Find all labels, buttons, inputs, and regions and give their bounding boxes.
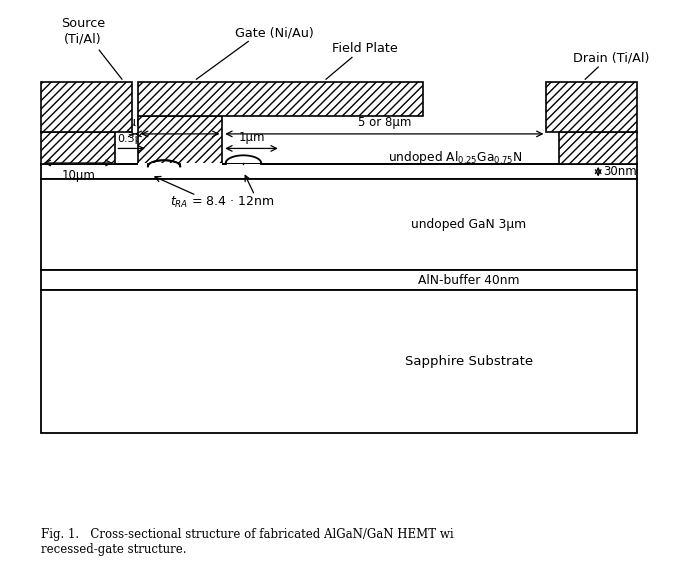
Text: Gate (Ni/Au): Gate (Ni/Au) bbox=[235, 26, 313, 39]
Text: $t_{RA}$ = 8.4 · 12nm: $t_{RA}$ = 8.4 · 12nm bbox=[170, 195, 275, 210]
Text: undoped GaN 3μm: undoped GaN 3μm bbox=[411, 219, 526, 232]
Bar bbox=[138, 116, 222, 164]
Text: Fig. 1.   Cross-sectional structure of fabricated AlGaN/GaN HEMT wi
recessed-gat: Fig. 1. Cross-sectional structure of fab… bbox=[41, 528, 454, 556]
Text: 10μm: 10μm bbox=[61, 169, 95, 182]
Bar bbox=[148, 164, 180, 176]
Text: 1μm: 1μm bbox=[121, 116, 148, 129]
Bar bbox=[138, 163, 222, 165]
Bar bbox=[41, 81, 132, 133]
Text: 1μm: 1μm bbox=[238, 130, 265, 144]
Bar bbox=[148, 164, 180, 176]
Bar bbox=[41, 179, 637, 270]
Text: 5 or 8μm: 5 or 8μm bbox=[358, 116, 411, 129]
Bar bbox=[41, 270, 637, 290]
Bar bbox=[138, 81, 423, 116]
Text: Sapphire Substrate: Sapphire Substrate bbox=[405, 355, 533, 368]
Text: 30nm: 30nm bbox=[603, 165, 637, 178]
Bar bbox=[41, 290, 637, 433]
Text: 0.3μm: 0.3μm bbox=[117, 134, 153, 144]
Bar bbox=[41, 164, 637, 179]
Bar bbox=[559, 133, 637, 164]
Bar bbox=[226, 164, 261, 173]
Text: Field Plate: Field Plate bbox=[332, 42, 398, 55]
Text: Source
(Ti/Al): Source (Ti/Al) bbox=[61, 17, 105, 46]
Text: AlN-buffer 40nm: AlN-buffer 40nm bbox=[418, 274, 519, 287]
Bar bbox=[41, 133, 115, 164]
Text: undoped Al$_{0.25}$Ga$_{0.75}$N: undoped Al$_{0.25}$Ga$_{0.75}$N bbox=[388, 148, 523, 166]
Bar bbox=[140, 164, 221, 165]
Bar bbox=[546, 81, 637, 133]
Text: $\mathbf{1}$μm: $\mathbf{1}$μm bbox=[166, 113, 195, 129]
Text: Drain (Ti/Al): Drain (Ti/Al) bbox=[573, 52, 650, 65]
